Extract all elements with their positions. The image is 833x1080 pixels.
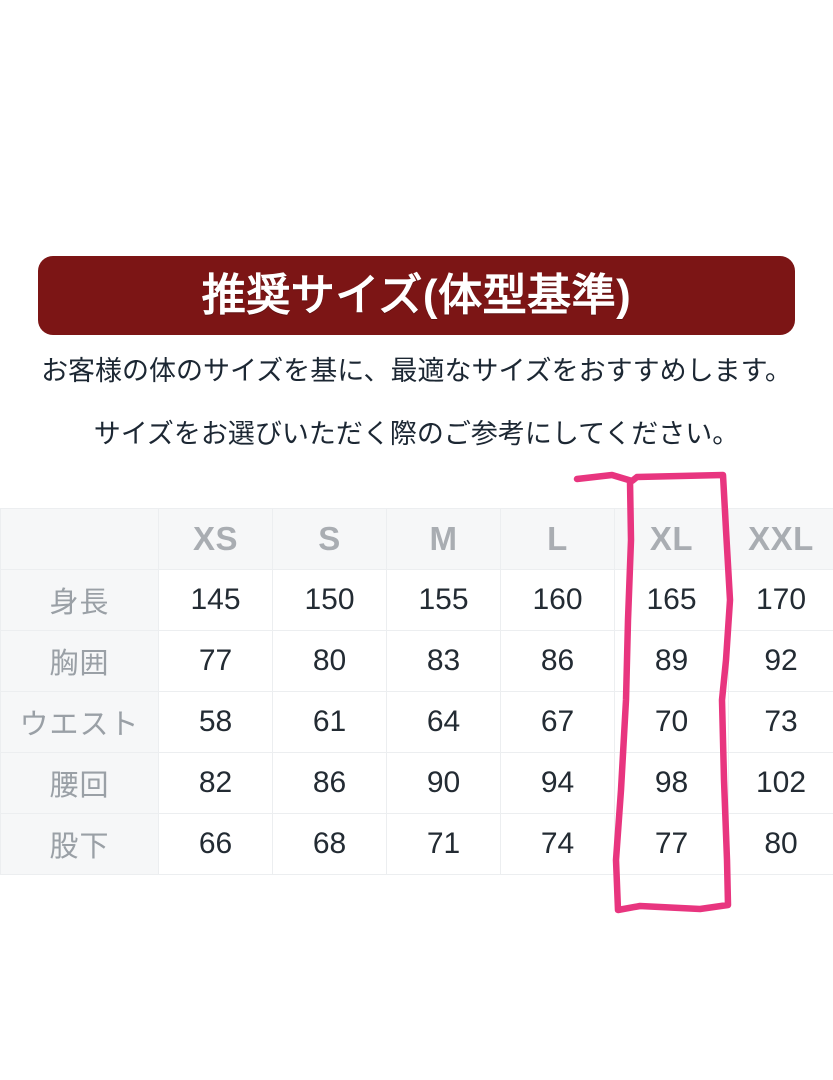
- cell-inseam-xl: 77: [614, 813, 729, 875]
- table-row: 胸囲 77 80 83 86 89 92: [0, 630, 833, 692]
- size-table-body: 身長 145 150 155 160 165 170 胸囲 77 80 83 8…: [0, 569, 833, 875]
- cell-hip-xl: 98: [614, 752, 729, 814]
- cell-hip-xxl: 102: [728, 752, 833, 814]
- banner-title: 推奨サイズ(体型基準): [201, 270, 632, 320]
- column-header-s: S: [272, 508, 387, 570]
- table-row: 身長 145 150 155 160 165 170: [0, 569, 833, 631]
- table-corner-cell: [0, 508, 159, 570]
- cell-chest-m: 83: [386, 630, 501, 692]
- column-header-l: L: [500, 508, 615, 570]
- cell-height-xxl: 170: [728, 569, 833, 631]
- cell-hip-l: 94: [500, 752, 615, 814]
- column-header-xs: XS: [158, 508, 273, 570]
- cell-chest-xl: 89: [614, 630, 729, 692]
- cell-height-m: 155: [386, 569, 501, 631]
- cell-hip-s: 86: [272, 752, 387, 814]
- cell-height-l: 160: [500, 569, 615, 631]
- subtitle-line-2: サイズをお選びいただく際のご参考にしてください。: [93, 419, 740, 449]
- cell-height-xl: 165: [614, 569, 729, 631]
- column-header-xxl: XXL: [728, 508, 833, 570]
- cell-chest-xxl: 92: [728, 630, 833, 692]
- row-label-chest: 胸囲: [0, 630, 159, 692]
- table-row: 腰回 82 86 90 94 98 102: [0, 752, 833, 814]
- subtitle-block: お客様の体のサイズを基に、最適なサイズをおすすめします。 サイズをお選びいただく…: [0, 358, 833, 448]
- cell-height-s: 150: [272, 569, 387, 631]
- recommended-size-banner: 推奨サイズ(体型基準): [38, 256, 795, 335]
- subtitle-line-1: お客様の体のサイズを基に、最適なサイズをおすすめします。: [41, 356, 792, 386]
- column-header-xl: XL: [614, 508, 729, 570]
- cell-height-xs: 145: [158, 569, 273, 631]
- cell-inseam-l: 74: [500, 813, 615, 875]
- row-label-height: 身長: [0, 569, 159, 631]
- cell-waist-xl: 70: [614, 691, 729, 753]
- row-label-waist: ウエスト: [0, 691, 159, 753]
- cell-chest-s: 80: [272, 630, 387, 692]
- cell-waist-s: 61: [272, 691, 387, 753]
- column-header-m: M: [386, 508, 501, 570]
- table-row: 股下 66 68 71 74 77 80: [0, 813, 833, 875]
- row-label-hip: 腰回: [0, 752, 159, 814]
- cell-inseam-xs: 66: [158, 813, 273, 875]
- cell-waist-xs: 58: [158, 691, 273, 753]
- size-table: XS S M L XL XXL 身長 145 150 155 160 165 1…: [0, 508, 833, 875]
- cell-waist-l: 67: [500, 691, 615, 753]
- cell-inseam-s: 68: [272, 813, 387, 875]
- cell-hip-xs: 82: [158, 752, 273, 814]
- cell-chest-xs: 77: [158, 630, 273, 692]
- table-header-row: XS S M L XL XXL: [0, 508, 833, 570]
- cell-waist-xxl: 73: [728, 691, 833, 753]
- cell-hip-m: 90: [386, 752, 501, 814]
- cell-inseam-xxl: 80: [728, 813, 833, 875]
- cell-waist-m: 64: [386, 691, 501, 753]
- row-label-inseam: 股下: [0, 813, 159, 875]
- table-row: ウエスト 58 61 64 67 70 73: [0, 691, 833, 753]
- cell-chest-l: 86: [500, 630, 615, 692]
- cell-inseam-m: 71: [386, 813, 501, 875]
- size-table-header: XS S M L XL XXL: [0, 508, 833, 570]
